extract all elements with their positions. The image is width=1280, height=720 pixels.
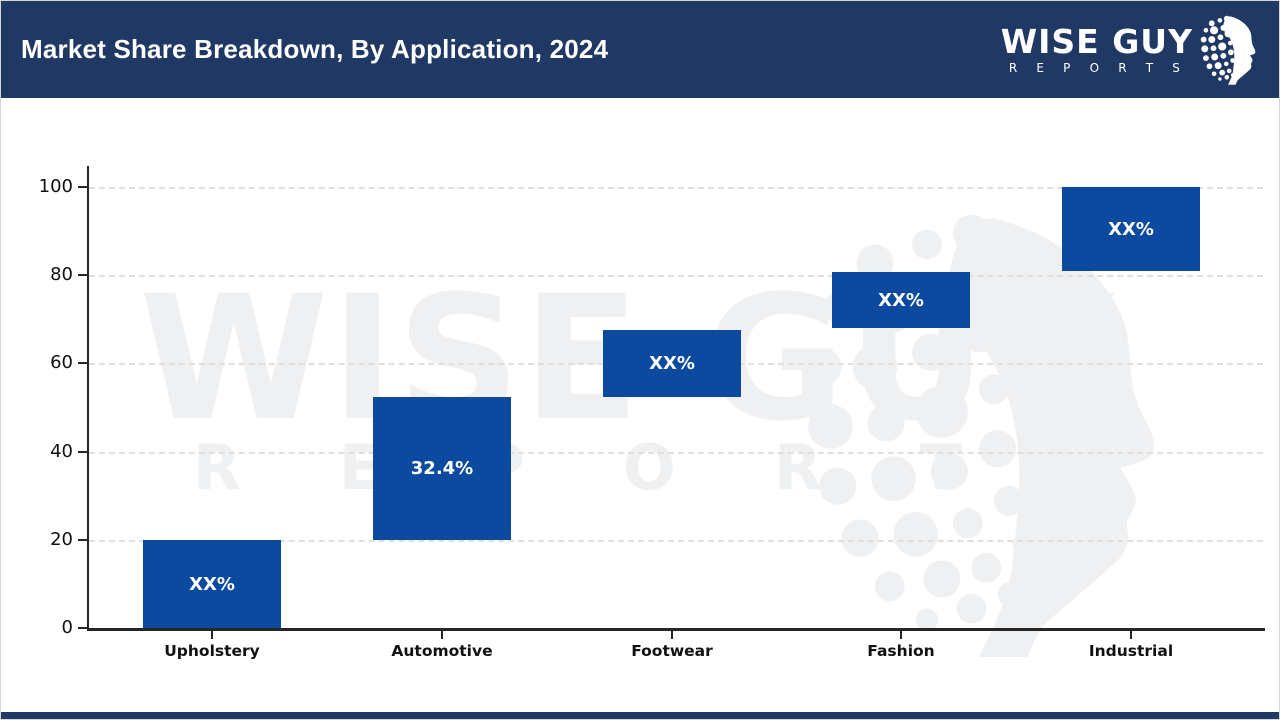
y-tick-label: 40: [50, 441, 73, 462]
y-tick-label: 60: [50, 352, 73, 373]
bar-industrial: XX%: [1062, 187, 1200, 271]
bar-footwear: XX%: [603, 330, 741, 397]
bar-upholstery: XX%: [143, 540, 281, 628]
y-tick: [78, 186, 87, 188]
header-band: Market Share Breakdown, By Application, …: [1, 1, 1279, 98]
bar-value-label: XX%: [189, 573, 235, 595]
x-tick: [211, 631, 213, 639]
x-tick: [900, 631, 902, 639]
footer-band: [1, 712, 1279, 719]
logo-wordmark: WISE GUY: [1000, 22, 1193, 61]
x-tick: [441, 631, 443, 639]
bar-fashion: XX%: [832, 272, 970, 328]
y-tick: [78, 451, 87, 453]
gridline-80: [89, 275, 1263, 277]
dotted-head-icon: [1200, 15, 1256, 85]
y-tick-label: 80: [50, 264, 73, 285]
y-tick: [78, 539, 87, 541]
y-tick: [78, 362, 87, 364]
x-tick: [1130, 631, 1132, 639]
x-category-label: Upholstery: [164, 642, 260, 660]
x-category-label: Footwear: [631, 642, 713, 660]
x-category-label: Automotive: [391, 642, 493, 660]
chart-title: Market Share Breakdown, By Application, …: [21, 34, 609, 64]
bar-value-label: XX%: [649, 353, 695, 374]
bar-value-label: XX%: [878, 289, 924, 311]
gridline-20: [89, 540, 1263, 542]
y-tick: [78, 274, 87, 276]
x-axis-line: [87, 628, 1265, 631]
logo-subtitle: R E P O R T S: [1008, 61, 1189, 75]
gridline-40: [89, 452, 1263, 454]
logo-text: WISE GUY R E P O R T S: [1001, 25, 1193, 74]
bar-value-label: XX%: [1108, 218, 1154, 240]
x-category-label: Industrial: [1088, 642, 1174, 660]
x-category-label: Fashion: [867, 642, 935, 660]
gridline-100: [89, 187, 1263, 189]
y-tick-label: 0: [61, 617, 73, 638]
bar-automotive: 32.4%: [373, 397, 511, 540]
wise-guy-reports-logo: WISE GUY R E P O R T S: [1001, 13, 1257, 87]
bar-value-label: 32.4%: [410, 458, 474, 479]
y-axis-line: [87, 166, 89, 629]
y-tick-label: 20: [50, 529, 73, 550]
y-tick: [78, 627, 87, 629]
x-tick: [671, 631, 673, 639]
y-tick-label: 100: [38, 176, 73, 197]
